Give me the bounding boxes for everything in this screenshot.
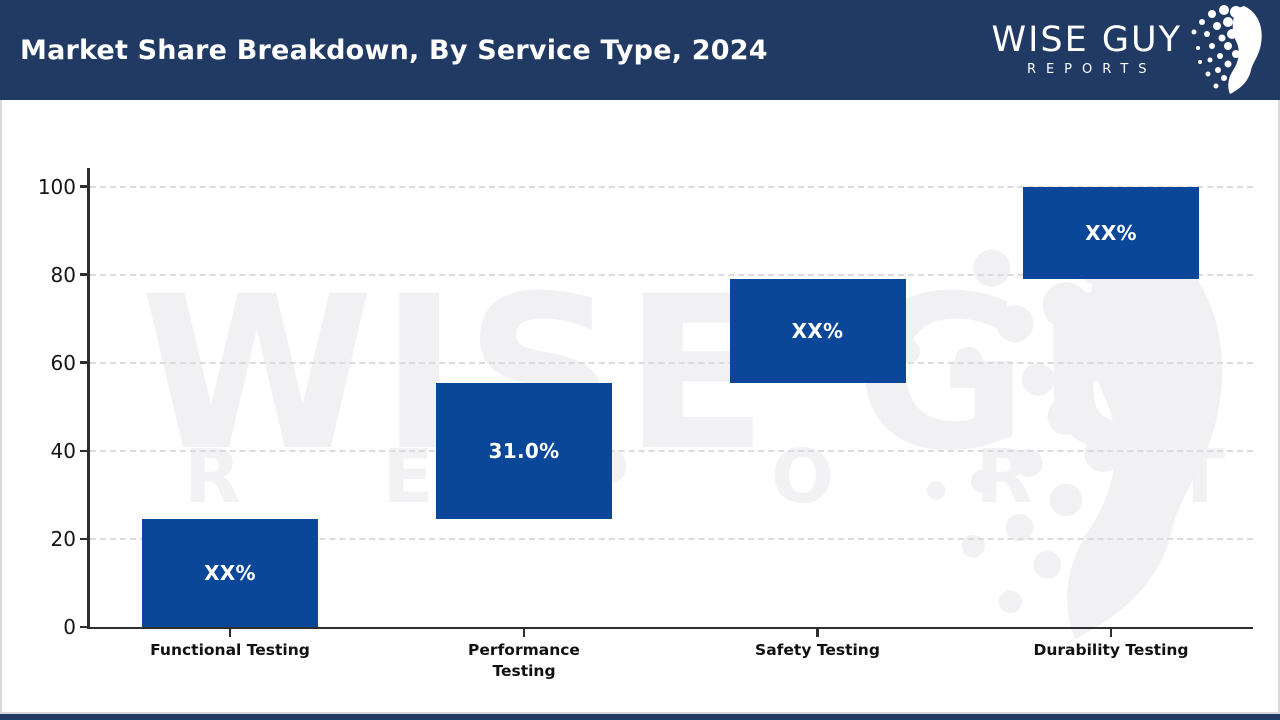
page-title: Market Share Breakdown, By Service Type,… bbox=[20, 34, 768, 66]
gridline-100 bbox=[90, 185, 1253, 188]
bar-value-label: 31.0% bbox=[488, 438, 560, 463]
x-tick-mark bbox=[816, 629, 819, 637]
y-tick-mark bbox=[80, 449, 88, 453]
y-tick-label: 100 bbox=[37, 174, 76, 199]
bar-value-label: XX% bbox=[204, 561, 256, 586]
y-tick-mark bbox=[80, 185, 88, 188]
y-axis-line bbox=[87, 168, 90, 627]
x-tick-mark bbox=[1109, 629, 1113, 637]
y-tick-mark bbox=[80, 537, 88, 541]
x-axis-label-performance-testing: Performance Testing bbox=[468, 641, 580, 680]
gridline-20 bbox=[90, 537, 1253, 540]
x-axis-label-safety-testing: Safety Testing bbox=[755, 641, 880, 659]
y-tick-mark bbox=[80, 625, 88, 629]
y-tick-label: 20 bbox=[50, 526, 76, 551]
logo-wordmark: WISE GUY bbox=[991, 20, 1182, 60]
bar-value-label: XX% bbox=[791, 318, 844, 343]
bar-performance-testing: 31.0% bbox=[436, 382, 612, 520]
y-tick-label: 40 bbox=[50, 438, 76, 463]
y-tick-label: 0 bbox=[63, 615, 76, 639]
x-axis-line bbox=[87, 626, 1253, 629]
bar-durability-testing: XX% bbox=[1023, 186, 1199, 279]
bar-safety-testing: XX% bbox=[729, 279, 906, 383]
gridline-80 bbox=[90, 273, 1253, 276]
footer-bar bbox=[0, 714, 1280, 720]
dotted-head-icon bbox=[1191, 5, 1262, 94]
bar-value-label: XX% bbox=[1085, 220, 1137, 245]
logo-text: WISE GUY REPORTS bbox=[991, 20, 1182, 78]
y-tick-label: 80 bbox=[50, 262, 76, 287]
bar-functional-testing: XX% bbox=[142, 519, 318, 627]
x-tick-mark bbox=[522, 629, 526, 637]
logo-subtitle: REPORTS bbox=[1026, 62, 1157, 77]
x-axis-label-functional-testing: Functional Testing bbox=[150, 641, 310, 659]
x-axis-label-durability-testing: Durability Testing bbox=[1033, 641, 1189, 659]
y-tick-mark bbox=[80, 361, 88, 364]
y-tick-mark bbox=[80, 273, 88, 276]
gridline-60 bbox=[90, 361, 1253, 364]
y-tick-label: 60 bbox=[50, 350, 76, 375]
header-bar: Market Share Breakdown, By Service Type,… bbox=[0, 0, 1280, 100]
x-tick-mark bbox=[228, 629, 232, 637]
wise-guy-reports-logo: WISE GUY REPORTS bbox=[991, 0, 1266, 100]
gridline-40 bbox=[90, 449, 1253, 452]
